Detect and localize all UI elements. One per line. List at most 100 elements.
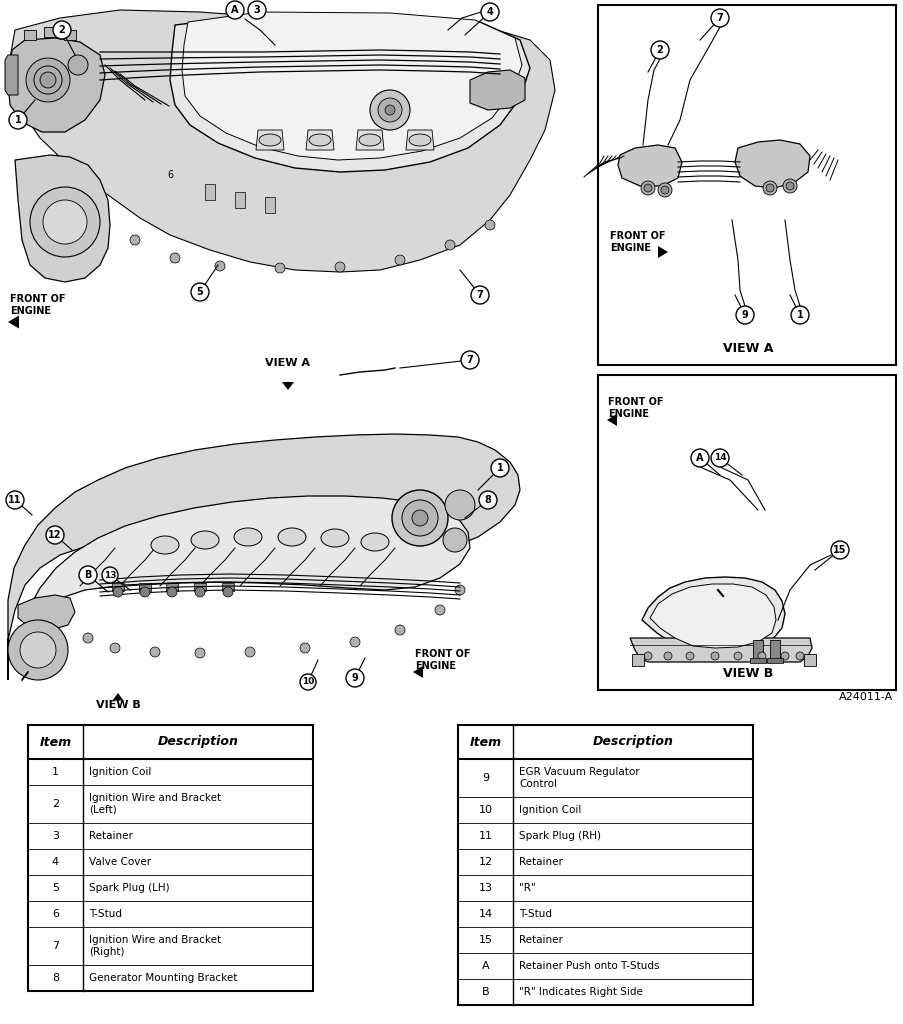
Text: 3: 3 [52, 831, 59, 841]
Text: 11: 11 [8, 495, 22, 505]
Bar [24, 30, 36, 40]
Bar [166, 583, 178, 591]
Circle shape [247, 1, 265, 19]
Text: 4: 4 [51, 857, 59, 867]
Ellipse shape [151, 536, 179, 554]
Text: Ignition Wire and Bracket
(Left): Ignition Wire and Bracket (Left) [88, 794, 221, 815]
Text: Spark Plug (RH): Spark Plug (RH) [518, 831, 600, 841]
Circle shape [780, 652, 788, 660]
Text: B: B [481, 987, 489, 997]
Polygon shape [282, 382, 293, 390]
Text: A: A [231, 5, 238, 15]
Text: 2: 2 [51, 799, 59, 809]
Text: 3: 3 [254, 5, 260, 15]
Text: 1: 1 [52, 767, 59, 777]
Polygon shape [170, 14, 529, 172]
Text: 2: 2 [59, 25, 65, 35]
Polygon shape [5, 55, 18, 95]
Circle shape [349, 637, 359, 647]
Circle shape [395, 625, 405, 635]
Circle shape [83, 633, 93, 643]
Ellipse shape [234, 528, 262, 546]
Ellipse shape [408, 134, 431, 146]
Circle shape [442, 528, 467, 552]
Text: 14: 14 [712, 454, 725, 463]
Polygon shape [112, 693, 124, 700]
Text: VIEW B: VIEW B [722, 667, 772, 680]
Text: 10: 10 [302, 678, 314, 686]
Circle shape [412, 510, 427, 526]
Ellipse shape [191, 531, 219, 549]
Bar [598, 375, 895, 690]
Polygon shape [649, 584, 775, 648]
Bar [64, 30, 76, 40]
Text: A: A [695, 453, 703, 463]
Text: Ignition Wire and Bracket
(Right): Ignition Wire and Bracket (Right) [88, 935, 221, 956]
Circle shape [444, 490, 474, 520]
Circle shape [34, 66, 62, 94]
Bar [112, 583, 124, 591]
Text: 8: 8 [484, 495, 491, 505]
Text: 9: 9 [351, 673, 358, 683]
Text: T-Stud: T-Stud [518, 909, 552, 919]
Text: 6: 6 [52, 909, 59, 919]
Text: Item: Item [469, 735, 501, 749]
Bar [752, 640, 762, 662]
Text: A24011-A: A24011-A [838, 692, 892, 702]
Circle shape [245, 647, 255, 657]
Circle shape [660, 186, 668, 194]
Circle shape [26, 58, 70, 102]
Circle shape [167, 587, 177, 597]
Text: 5: 5 [52, 883, 59, 893]
Circle shape [711, 652, 718, 660]
Circle shape [53, 22, 71, 39]
Polygon shape [606, 414, 617, 426]
Circle shape [20, 632, 56, 668]
Circle shape [392, 490, 448, 546]
Text: 1: 1 [496, 463, 503, 473]
Text: 13: 13 [104, 570, 116, 580]
Text: Ignition Coil: Ignition Coil [88, 767, 151, 777]
Circle shape [657, 183, 671, 197]
Text: 10: 10 [478, 805, 492, 815]
Polygon shape [18, 595, 75, 630]
Text: 9: 9 [740, 310, 748, 319]
Circle shape [796, 652, 803, 660]
Text: 14: 14 [478, 909, 492, 919]
Text: A: A [481, 961, 489, 971]
Circle shape [385, 105, 395, 115]
Circle shape [685, 652, 694, 660]
Text: 7: 7 [476, 290, 483, 300]
Circle shape [275, 263, 284, 273]
Text: "R" Indicates Right Side: "R" Indicates Right Side [518, 987, 642, 997]
Circle shape [150, 647, 160, 657]
Polygon shape [734, 140, 809, 188]
Circle shape [650, 41, 668, 59]
Text: 12: 12 [48, 530, 61, 540]
Bar [44, 27, 56, 37]
Circle shape [479, 490, 497, 509]
Circle shape [434, 605, 444, 615]
Circle shape [40, 72, 56, 88]
Circle shape [733, 652, 741, 660]
Text: 11: 11 [478, 831, 492, 841]
Ellipse shape [358, 134, 380, 146]
Text: FRONT OF
ENGINE: FRONT OF ENGINE [10, 294, 65, 315]
Polygon shape [182, 12, 521, 160]
Circle shape [68, 55, 88, 75]
Text: 15: 15 [478, 935, 492, 945]
Circle shape [110, 643, 120, 653]
Polygon shape [618, 145, 681, 186]
Text: 7: 7 [716, 13, 722, 23]
Circle shape [782, 179, 796, 193]
Bar [458, 725, 752, 1005]
Text: 1: 1 [14, 115, 22, 125]
Circle shape [113, 587, 123, 597]
Text: 8: 8 [51, 973, 59, 983]
Circle shape [79, 566, 97, 584]
Circle shape [170, 253, 180, 263]
Text: 4: 4 [486, 7, 493, 17]
Text: Retainer: Retainer [518, 935, 563, 945]
Ellipse shape [309, 134, 330, 146]
Bar [222, 583, 234, 591]
